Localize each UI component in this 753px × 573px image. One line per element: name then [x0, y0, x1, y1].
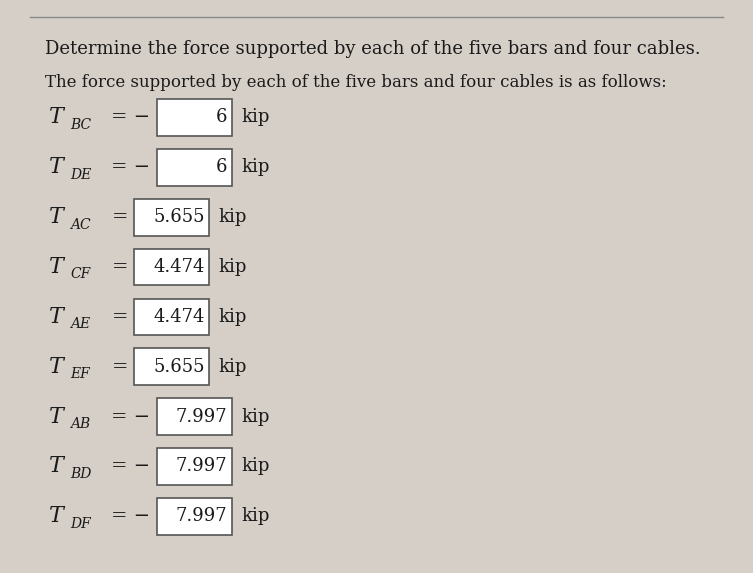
Text: T: T	[49, 505, 64, 527]
Text: kip: kip	[241, 108, 270, 127]
FancyBboxPatch shape	[134, 299, 209, 335]
FancyBboxPatch shape	[134, 249, 209, 285]
Text: T: T	[49, 406, 64, 427]
Text: T: T	[49, 206, 64, 228]
Text: 7.997: 7.997	[175, 507, 227, 525]
Text: kip: kip	[218, 258, 247, 276]
FancyBboxPatch shape	[157, 498, 232, 535]
Text: kip: kip	[218, 208, 247, 226]
Text: T: T	[49, 456, 64, 477]
Text: T: T	[49, 256, 64, 278]
Text: 7.997: 7.997	[175, 407, 227, 426]
Text: =: =	[111, 258, 128, 276]
FancyBboxPatch shape	[157, 149, 232, 186]
Text: T: T	[49, 306, 64, 328]
Text: AE: AE	[70, 317, 90, 331]
Text: = −: = −	[111, 158, 151, 176]
FancyBboxPatch shape	[157, 99, 232, 136]
Text: T: T	[49, 107, 64, 128]
Text: 6: 6	[216, 158, 227, 176]
Text: =: =	[111, 358, 128, 376]
Text: DE: DE	[70, 168, 91, 182]
Text: DF: DF	[70, 517, 91, 531]
Text: = −: = −	[111, 108, 151, 127]
Text: The force supported by each of the five bars and four cables is as follows:: The force supported by each of the five …	[45, 74, 667, 92]
Text: kip: kip	[241, 507, 270, 525]
Text: CF: CF	[70, 268, 90, 281]
Text: T: T	[49, 356, 64, 378]
FancyBboxPatch shape	[134, 199, 209, 236]
Text: T: T	[49, 156, 64, 178]
Text: 6: 6	[216, 108, 227, 127]
Text: = −: = −	[111, 407, 151, 426]
Text: =: =	[111, 308, 128, 326]
Text: BD: BD	[70, 467, 91, 481]
Text: kip: kip	[241, 158, 270, 176]
Text: 7.997: 7.997	[175, 457, 227, 476]
FancyBboxPatch shape	[157, 398, 232, 435]
Text: =: =	[111, 208, 128, 226]
Text: kip: kip	[218, 308, 247, 326]
Text: AC: AC	[70, 218, 90, 231]
FancyBboxPatch shape	[134, 348, 209, 385]
Text: BC: BC	[70, 118, 91, 132]
Text: 5.655: 5.655	[154, 208, 205, 226]
Text: = −: = −	[111, 507, 151, 525]
Text: kip: kip	[218, 358, 247, 376]
Text: 4.474: 4.474	[154, 258, 205, 276]
FancyBboxPatch shape	[157, 448, 232, 485]
Text: = −: = −	[111, 457, 151, 476]
Text: 4.474: 4.474	[154, 308, 205, 326]
Text: AB: AB	[70, 417, 90, 431]
Text: Determine the force supported by each of the five bars and four cables.: Determine the force supported by each of…	[45, 40, 701, 58]
Text: 5.655: 5.655	[154, 358, 205, 376]
Text: kip: kip	[241, 407, 270, 426]
Text: kip: kip	[241, 457, 270, 476]
Text: EF: EF	[70, 367, 90, 381]
